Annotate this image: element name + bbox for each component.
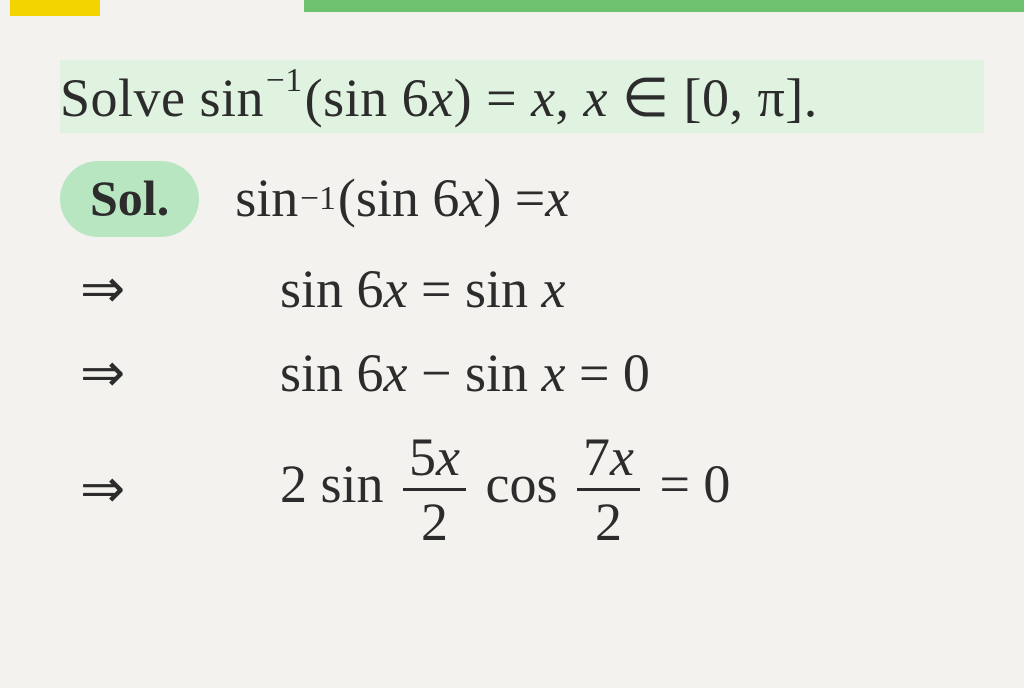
- fraction-5x-over-2: 5x 2: [403, 430, 466, 549]
- l2-body: sin 6x = sin x: [280, 257, 984, 322]
- l1-var2: x: [545, 166, 569, 231]
- frac2-num-var: x: [610, 427, 634, 487]
- l3-c: = 0: [565, 343, 649, 403]
- solution-label-pill: Sol.: [60, 161, 199, 237]
- l3-var1: x: [384, 343, 408, 403]
- frac2-den: 2: [577, 491, 640, 549]
- problem-arg-close: ) =: [454, 68, 531, 128]
- l4-body: 2 sin 5x 2 cos 7x 2 = 0: [280, 430, 984, 549]
- implies-arrow: ⇒: [60, 457, 280, 522]
- solution-line-1: sin−1 (sin 6x) = x: [235, 166, 984, 231]
- problem-fn: sin: [200, 68, 265, 128]
- implies-arrow: ⇒: [60, 257, 280, 322]
- l3-var2: x: [541, 343, 565, 403]
- l2-var2: x: [541, 259, 565, 319]
- l1-var1: x: [459, 166, 483, 231]
- solution-first-row: Sol. sin−1 (sin 6x) = x: [60, 161, 984, 237]
- l2-var1: x: [384, 259, 408, 319]
- problem-domain-var: x: [584, 68, 608, 128]
- l1-fn: sin: [235, 166, 298, 231]
- l1-exp: −1: [300, 179, 336, 219]
- frac2-num: 7x: [577, 430, 640, 491]
- top-bar-green: [304, 0, 1024, 12]
- frac1-num: 5x: [403, 430, 466, 491]
- frac1-num-var: x: [436, 427, 460, 487]
- frac1-den: 2: [403, 491, 466, 549]
- l4-mid: cos: [486, 454, 558, 514]
- l2-a: sin 6: [280, 259, 384, 319]
- problem-exponent: −1: [266, 62, 303, 99]
- solution-line-3: ⇒ sin 6x − sin x = 0: [60, 341, 984, 406]
- l3-a: sin 6: [280, 343, 384, 403]
- implies-arrow: ⇒: [60, 341, 280, 406]
- fraction-7x-over-2: 7x 2: [577, 430, 640, 549]
- solution-line-2: ⇒ sin 6x = sin x: [60, 257, 984, 322]
- problem-rhs-var: x: [531, 68, 555, 128]
- problem-domain: ∈ [0, π].: [608, 68, 818, 128]
- l1-arg: (sin 6: [338, 166, 460, 231]
- problem-var-1: x: [429, 68, 453, 128]
- problem-comma: ,: [556, 68, 584, 128]
- page: Solve sin−1(sin 6x) = x, x ∈ [0, π]. Sol…: [0, 0, 1024, 688]
- problem-statement: Solve sin−1(sin 6x) = x, x ∈ [0, π].: [60, 60, 984, 133]
- frac2-num-coef: 7: [583, 427, 610, 487]
- l3-b: − sin: [408, 343, 542, 403]
- frac1-num-coef: 5: [409, 427, 436, 487]
- l4-a: 2 sin: [280, 454, 384, 514]
- l3-body: sin 6x − sin x = 0: [280, 341, 984, 406]
- solution-line-4: ⇒ 2 sin 5x 2 cos 7x 2 = 0: [60, 430, 984, 549]
- l1-close: ) =: [483, 166, 545, 231]
- l2-b: = sin: [408, 259, 542, 319]
- top-decorative-bars: [0, 0, 1024, 28]
- problem-prefix: Solve: [60, 68, 200, 128]
- problem-arg-open: (sin 6: [305, 68, 430, 128]
- l4-tail: = 0: [659, 454, 730, 514]
- top-bar-yellow: [10, 0, 100, 16]
